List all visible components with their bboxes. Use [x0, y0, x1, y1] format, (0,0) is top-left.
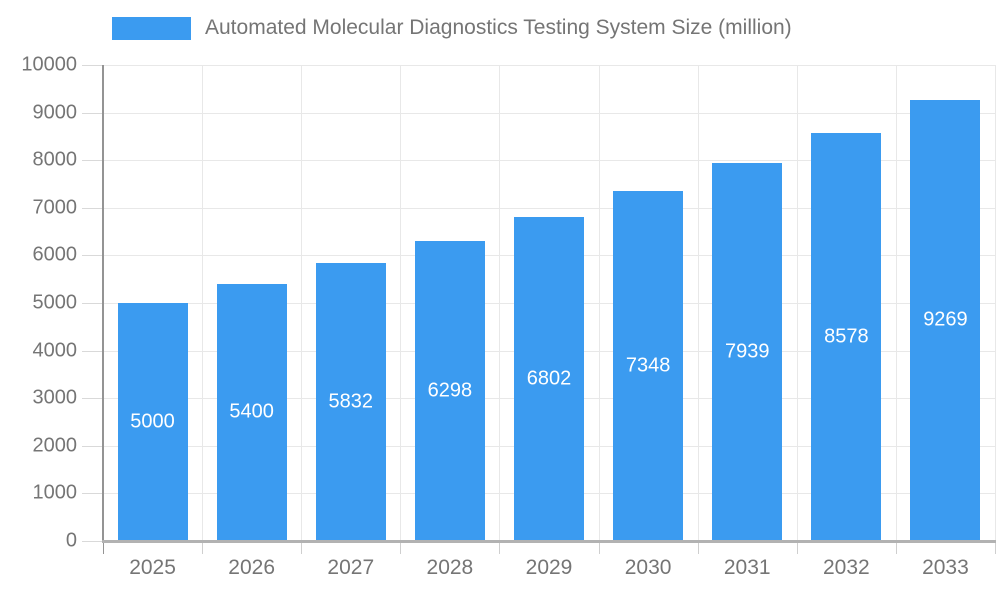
y-axis-label: 2000 [32, 434, 78, 457]
x-axis-label: 2033 [922, 556, 969, 579]
x-axis-label: 2025 [129, 556, 176, 579]
bar-value-label: 7348 [625, 354, 671, 377]
x-axis-label: 2031 [723, 556, 771, 579]
bar [811, 132, 882, 541]
y-axis-label: 9000 [32, 101, 78, 124]
gridline-vertical [895, 65, 897, 541]
bar [414, 241, 485, 541]
x-axis-label: 2026 [228, 556, 276, 579]
y-axis-tick [82, 160, 103, 162]
x-axis-label: 2029 [525, 556, 573, 579]
y-axis-label: 1000 [32, 481, 78, 504]
y-axis-tick [82, 255, 103, 257]
bar-value-label: 6802 [526, 367, 572, 390]
y-axis-tick [82, 541, 103, 542]
x-axis-tick [796, 541, 798, 554]
bar-value-label: 7939 [724, 340, 770, 363]
gridline-vertical [697, 65, 699, 541]
y-axis-tick [82, 112, 103, 114]
chart-legend-item[interactable]: Automated Molecular Diagnostics Testing … [112, 16, 792, 40]
gridline-vertical [598, 65, 600, 541]
y-axis-tick [82, 303, 103, 304]
x-axis-tick [103, 541, 104, 554]
y-axis-label: 10000 [21, 53, 77, 76]
y-axis-label: 5000 [32, 291, 78, 314]
bar [514, 217, 584, 541]
legend-label: Automated Molecular Diagnostics Testing … [205, 16, 792, 39]
bar-value-label: 9269 [923, 308, 968, 331]
x-axis-tick [202, 541, 204, 554]
gridline-horizontal [103, 112, 995, 114]
x-axis-label: 2027 [327, 556, 375, 579]
x-axis-tick [499, 541, 501, 554]
y-axis-label: 8000 [32, 148, 78, 171]
bar-value-label: 8578 [824, 325, 869, 348]
y-axis-tick [82, 65, 103, 66]
bar [216, 283, 287, 541]
x-axis-tick [400, 541, 402, 554]
x-axis-tick [598, 541, 600, 554]
x-axis-label: 2030 [624, 556, 672, 579]
bar-value-label: 5832 [328, 390, 374, 413]
y-axis-tick [82, 445, 103, 447]
bar-value-label: 5400 [229, 400, 274, 423]
x-axis-line [102, 540, 996, 543]
bar-value-label: 6298 [427, 379, 473, 402]
gridline-vertical [400, 65, 402, 541]
bar [910, 99, 981, 541]
bar-value-label: 5000 [130, 410, 175, 433]
y-axis-label: 7000 [32, 196, 78, 219]
y-axis-label: 3000 [32, 386, 78, 409]
x-axis-tick [995, 541, 996, 554]
gridline-vertical [995, 65, 996, 541]
x-axis-tick [895, 541, 897, 554]
gridline-horizontal [103, 160, 995, 162]
bar [315, 263, 386, 541]
bar [117, 303, 188, 541]
y-axis-label: 6000 [32, 243, 78, 266]
y-axis-tick [82, 350, 103, 352]
bar [613, 191, 684, 541]
x-axis-tick [697, 541, 699, 554]
y-axis-label: 0 [65, 529, 77, 552]
y-axis-tick [82, 398, 103, 400]
legend-swatch [112, 16, 191, 40]
x-axis-label: 2028 [426, 556, 474, 579]
x-axis-tick [301, 541, 303, 554]
y-axis-line [102, 65, 104, 542]
gridline-vertical [796, 65, 798, 541]
y-axis-tick [82, 493, 103, 495]
x-axis-label: 2032 [822, 556, 870, 579]
gridline-horizontal [103, 65, 995, 66]
y-axis-tick [82, 207, 103, 209]
y-axis-label: 4000 [32, 339, 78, 362]
gridline-vertical [202, 65, 204, 541]
gridline-horizontal [103, 207, 995, 209]
gridline-vertical [301, 65, 303, 541]
bar [712, 163, 783, 541]
gridline-vertical [499, 65, 501, 541]
